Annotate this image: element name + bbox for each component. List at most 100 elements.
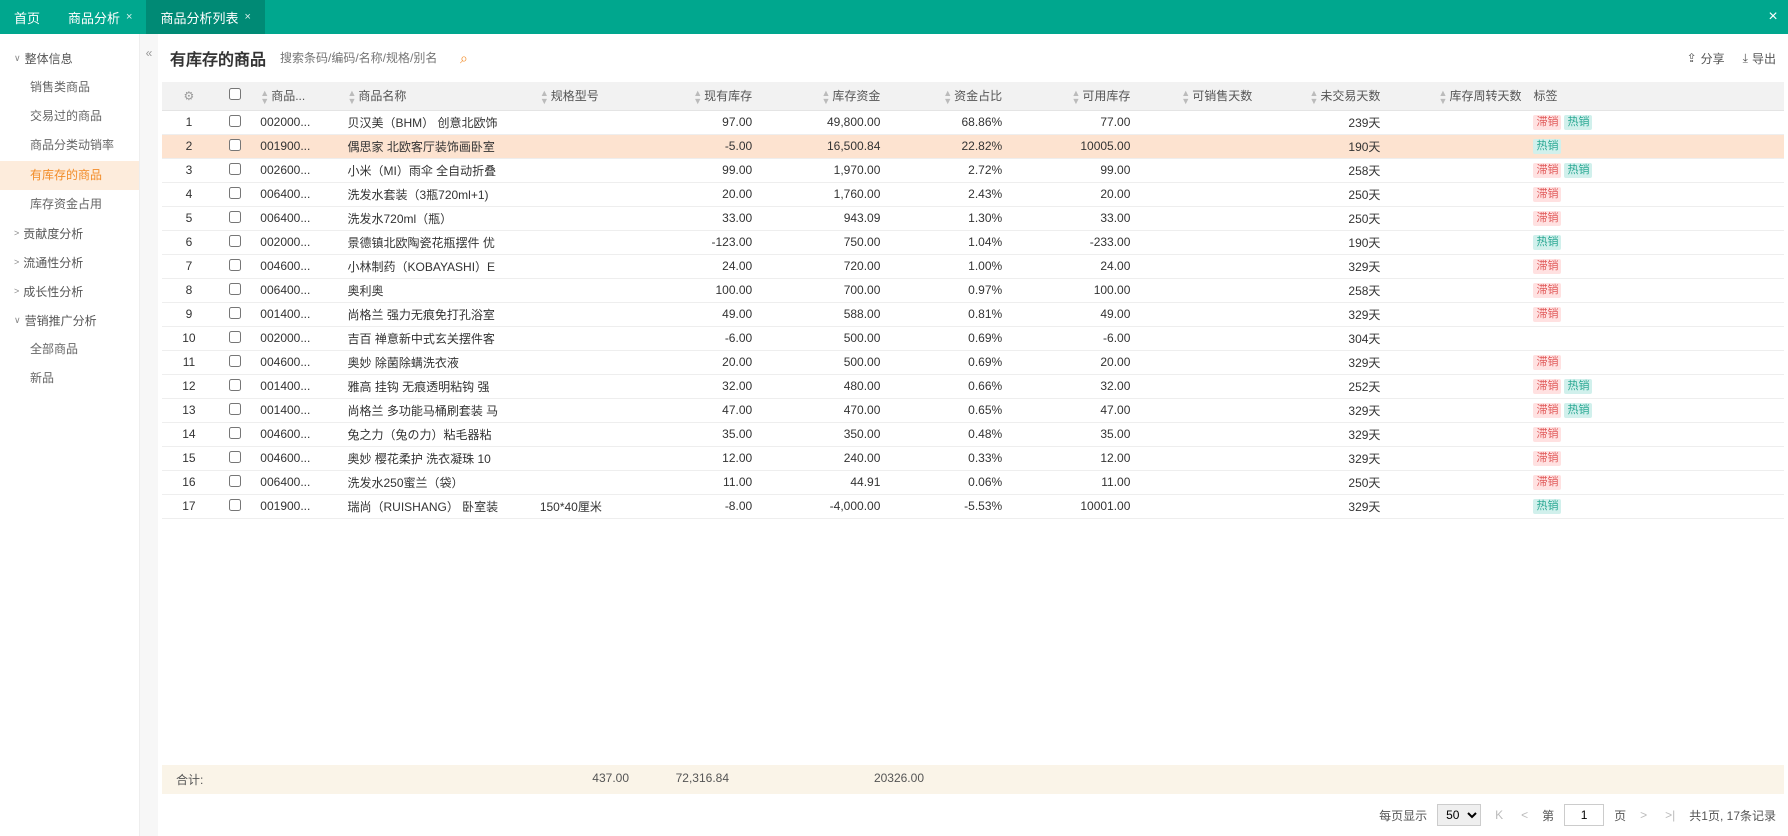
cell-avail: 24.00 — [1008, 254, 1136, 278]
row-checkbox[interactable] — [229, 355, 241, 367]
pager-first-button[interactable]: K — [1491, 808, 1507, 822]
search-input[interactable] — [280, 51, 450, 65]
row-checkbox[interactable] — [229, 283, 241, 295]
row-checkbox[interactable] — [229, 211, 241, 223]
tag: 滞销 — [1533, 451, 1561, 466]
table-row[interactable]: 13001400...尚格兰 多功能马桶刷套装 马47.00470.000.65… — [162, 398, 1784, 422]
row-checkbox[interactable] — [229, 451, 241, 463]
row-index: 8 — [162, 278, 216, 302]
cell-ratio: 0.69% — [886, 326, 1008, 350]
row-checkbox[interactable] — [229, 475, 241, 487]
cell-stock: 12.00 — [636, 446, 758, 470]
close-icon[interactable]: × — [126, 11, 132, 23]
table-row[interactable]: 5006400...洗发水720ml（瓶）33.00943.091.30%33.… — [162, 206, 1784, 230]
col-name[interactable]: ▲▼商品名称 — [341, 82, 533, 110]
page-title: 有库存的商品 — [170, 46, 266, 70]
table-row[interactable]: 15004600...奥妙 樱花柔护 洗衣凝珠 1012.00240.000.3… — [162, 446, 1784, 470]
table-row[interactable]: 1002000...贝汉美（BHM） 创意北欧饰97.0049,800.0068… — [162, 110, 1784, 134]
cell-avail: 32.00 — [1008, 374, 1136, 398]
col-fund[interactable]: ▲▼库存资金 — [758, 82, 886, 110]
table-row[interactable]: 4006400...洗发水套装（3瓶720ml+1)20.001,760.002… — [162, 182, 1784, 206]
table-row[interactable]: 7004600...小林制药（KOBAYASHI）E24.00720.001.0… — [162, 254, 1784, 278]
table-row[interactable]: 11004600...奥妙 除菌除螨洗衣液20.00500.000.69%20.… — [162, 350, 1784, 374]
table-row[interactable]: 6002000...景德镇北欧陶瓷花瓶摆件 优-123.00750.001.04… — [162, 230, 1784, 254]
pager-last-button[interactable]: >| — [1661, 808, 1679, 822]
row-checkbox[interactable] — [229, 139, 241, 151]
row-checkbox[interactable] — [229, 307, 241, 319]
table-row[interactable]: 3002600...小米（MI）雨伞 全自动折叠99.001,970.002.7… — [162, 158, 1784, 182]
sidebar-collapse-button[interactable]: « — [140, 34, 158, 836]
pager-page-input[interactable] — [1564, 804, 1604, 826]
table-row[interactable]: 17001900...瑞尚（RUISHANG） 卧室装150*40厘米-8.00… — [162, 494, 1784, 518]
cell-tags: 滞销热销 — [1527, 374, 1784, 398]
tag: 热销 — [1564, 379, 1592, 394]
cell-tags: 热销 — [1527, 134, 1784, 158]
table-row[interactable]: 12001400...雅高 挂钩 无痕透明粘钩 强32.00480.000.66… — [162, 374, 1784, 398]
table-row[interactable]: 2001900...偶思家 北欧客厅装饰画卧室-5.0016,500.8422.… — [162, 134, 1784, 158]
table-row[interactable]: 14004600...兔之力（兔の力）粘毛器粘35.00350.000.48%3… — [162, 422, 1784, 446]
col-code[interactable]: ▲▼商品... — [254, 82, 341, 110]
col-stock[interactable]: ▲▼现有库存 — [636, 82, 758, 110]
tab-商品分析[interactable]: 商品分析× — [54, 0, 146, 34]
tag: 热销 — [1564, 163, 1592, 178]
gear-icon[interactable]: ⚙ — [184, 89, 195, 103]
sort-icon: ▲▼ — [347, 89, 356, 105]
table-row[interactable]: 8006400...奥利奥100.00700.000.97%100.00258天… — [162, 278, 1784, 302]
col-notrade[interactable]: ▲▼未交易天数 — [1258, 82, 1386, 110]
col-saled[interactable]: ▲▼可销售天数 — [1136, 82, 1258, 110]
cell-saled — [1136, 278, 1258, 302]
cell-code: 001900... — [254, 494, 341, 518]
export-button[interactable]: ⤓导出 — [1743, 50, 1776, 67]
sidebar-item-新品[interactable]: 新品 — [0, 364, 139, 393]
sidebar-item-销售类商品[interactable]: 销售类商品 — [0, 73, 139, 102]
row-checkbox[interactable] — [229, 259, 241, 271]
cell-code: 004600... — [254, 446, 341, 470]
row-checkbox[interactable] — [229, 331, 241, 343]
sidebar-group-整体信息[interactable]: ∨整体信息 — [0, 44, 139, 73]
row-checkbox[interactable] — [229, 403, 241, 415]
sidebar-item-有库存的商品[interactable]: 有库存的商品 — [0, 161, 139, 190]
tabs-close-all-button[interactable]: × — [1758, 0, 1788, 34]
sidebar-item-全部商品[interactable]: 全部商品 — [0, 335, 139, 364]
col-spec[interactable]: ▲▼规格型号 — [534, 82, 637, 110]
row-checkbox[interactable] — [229, 187, 241, 199]
per-page-select[interactable]: 50 — [1437, 804, 1481, 826]
tab-首页[interactable]: 首页 — [0, 0, 54, 34]
sort-icon: ▲▼ — [943, 89, 952, 105]
col-avail[interactable]: ▲▼可用库存 — [1008, 82, 1136, 110]
sidebar-group-成长性分析[interactable]: >成长性分析 — [0, 277, 139, 306]
cell-saled — [1136, 158, 1258, 182]
cell-stock: 97.00 — [636, 110, 758, 134]
pager-next-button[interactable]: > — [1636, 808, 1651, 822]
sidebar-item-交易过的商品[interactable]: 交易过的商品 — [0, 102, 139, 131]
sidebar-group-贡献度分析[interactable]: >贡献度分析 — [0, 219, 139, 248]
cell-stock: 11.00 — [636, 470, 758, 494]
row-checkbox[interactable] — [229, 235, 241, 247]
pager-prev-button[interactable]: < — [1517, 808, 1532, 822]
sidebar-group-流通性分析[interactable]: >流通性分析 — [0, 248, 139, 277]
row-checkbox[interactable] — [229, 163, 241, 175]
col-turn[interactable]: ▲▼库存周转天数 — [1386, 82, 1527, 110]
close-icon[interactable]: × — [244, 11, 250, 23]
table-row[interactable]: 16006400...洗发水250蜜兰（袋）11.0044.910.06%11.… — [162, 470, 1784, 494]
sidebar-item-库存资金占用[interactable]: 库存资金占用 — [0, 190, 139, 219]
cell-name: 尚格兰 多功能马桶刷套装 马 — [341, 398, 533, 422]
row-checkbox[interactable] — [229, 379, 241, 391]
row-checkbox[interactable] — [229, 427, 241, 439]
sidebar-item-商品分类动销率[interactable]: 商品分类动销率 — [0, 131, 139, 160]
cell-tags: 滞销 — [1527, 422, 1784, 446]
search-icon[interactable]: ⌕ — [460, 50, 468, 67]
share-button[interactable]: ⇪分享 — [1687, 50, 1725, 67]
cell-name: 偶思家 北欧客厅装饰画卧室 — [341, 134, 533, 158]
row-checkbox[interactable] — [229, 115, 241, 127]
cell-name: 洗发水套装（3瓶720ml+1) — [341, 182, 533, 206]
tab-商品分析列表[interactable]: 商品分析列表× — [146, 0, 264, 34]
select-all-checkbox[interactable] — [229, 88, 241, 100]
table-row[interactable]: 9001400...尚格兰 强力无痕免打孔浴室49.00588.000.81%4… — [162, 302, 1784, 326]
cell-saled — [1136, 374, 1258, 398]
row-checkbox[interactable] — [229, 499, 241, 511]
table-row[interactable]: 10002000...吉百 禅意新中式玄关摆件客-6.00500.000.69%… — [162, 326, 1784, 350]
sidebar-group-营销推广分析[interactable]: ∨营销推广分析 — [0, 306, 139, 335]
cell-spec — [534, 182, 637, 206]
col-ratio[interactable]: ▲▼资金占比 — [886, 82, 1008, 110]
